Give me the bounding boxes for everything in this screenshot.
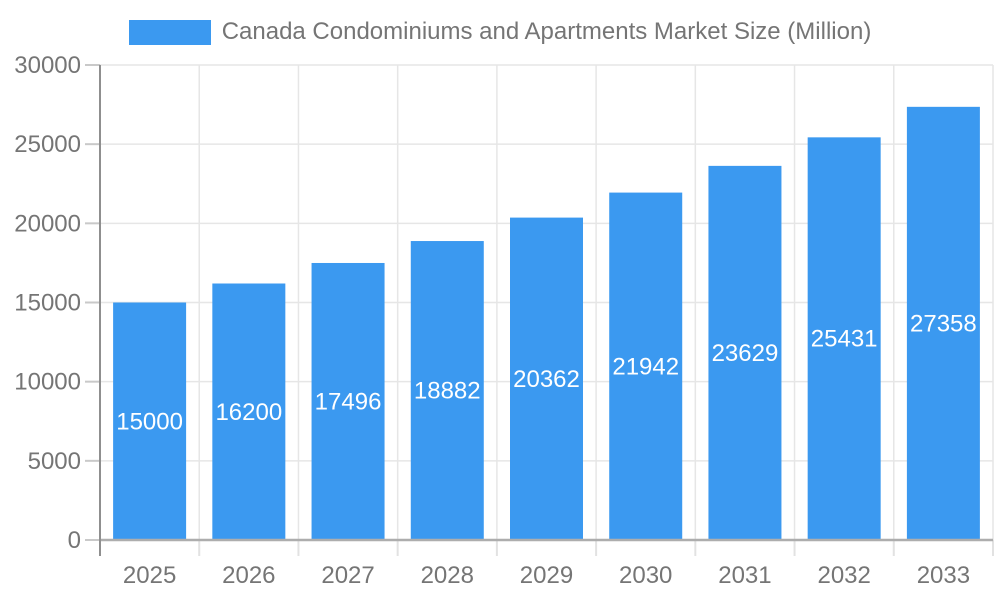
y-tick-label: 20000 (14, 210, 81, 237)
x-category-label: 2027 (321, 562, 374, 589)
bar-value-label: 27358 (910, 310, 977, 337)
bar-value-label: 15000 (116, 408, 183, 435)
x-category-label: 2033 (917, 562, 970, 589)
x-category-label: 2030 (619, 562, 672, 589)
legend-swatch (128, 19, 211, 45)
bar-value-label: 23629 (712, 340, 779, 367)
bar-2028[interactable] (410, 241, 484, 540)
bar-value-label: 25431 (811, 326, 878, 353)
bar-value-label: 18882 (414, 378, 481, 405)
bar-2031[interactable] (708, 165, 782, 541)
bar-2033[interactable] (906, 106, 980, 540)
legend[interactable]: Canada Condominiums and Apartments Marke… (0, 17, 1000, 47)
x-category-label: 2032 (817, 562, 870, 589)
bar-value-label: 16200 (215, 399, 282, 426)
y-tick-label: 0 (68, 527, 81, 554)
x-category-label: 2029 (520, 562, 573, 589)
bar-2029[interactable] (510, 217, 583, 540)
x-category-label: 2025 (123, 562, 176, 589)
bar-2027[interactable] (311, 262, 385, 540)
bar-2030[interactable] (609, 192, 683, 540)
y-tick-label: 25000 (14, 131, 81, 158)
x-category-label: 2026 (222, 562, 275, 589)
legend-label: Canada Condominiums and Apartments Marke… (221, 18, 872, 45)
x-category-label: 2028 (421, 562, 474, 589)
x-category-label: 2031 (718, 562, 771, 589)
bar-2026[interactable] (212, 283, 286, 541)
bar-2025[interactable] (113, 302, 187, 541)
bar-value-label: 20362 (513, 366, 580, 393)
y-tick-label: 5000 (28, 448, 81, 475)
y-tick-label: 10000 (14, 369, 81, 396)
y-tick-label: 15000 (14, 290, 81, 317)
y-tick-label: 30000 (14, 52, 81, 79)
bar-value-label: 17496 (315, 388, 382, 415)
bar-2032[interactable] (807, 137, 881, 540)
bar-value-label: 21942 (612, 353, 679, 380)
